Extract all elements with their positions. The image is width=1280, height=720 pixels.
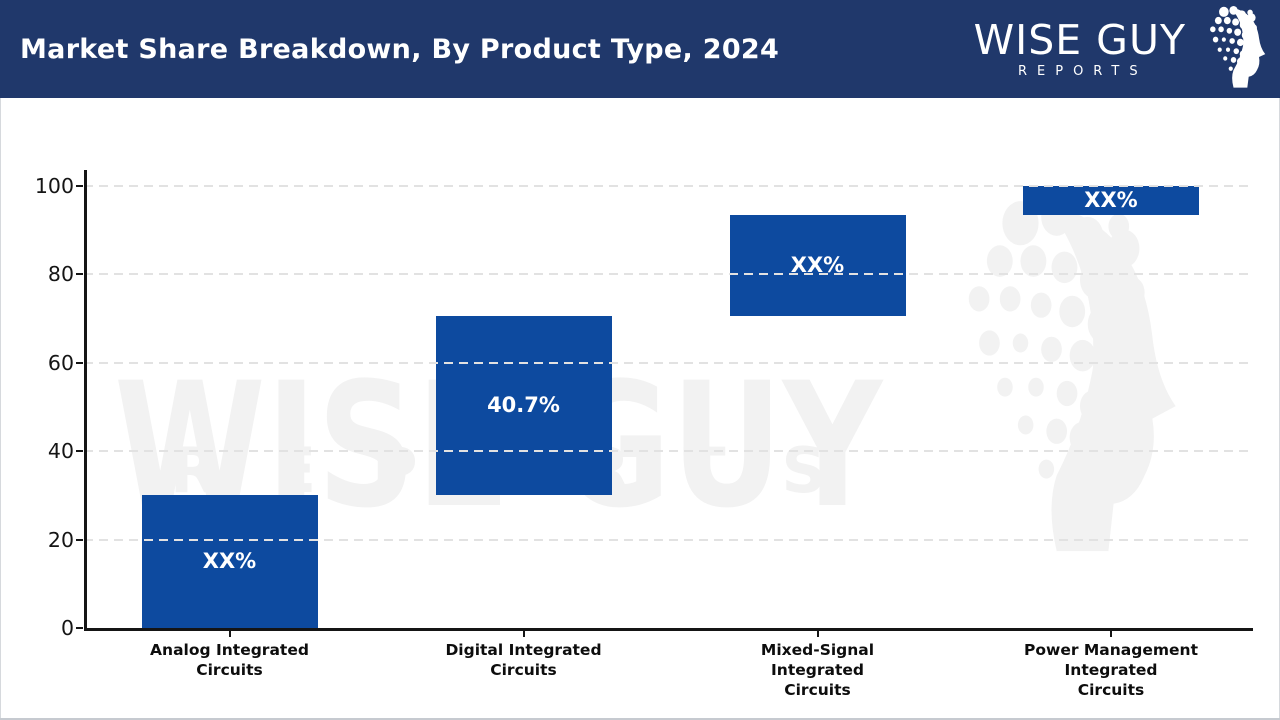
x-tick-mark-1 [228, 630, 231, 637]
x-tick-mark-4 [1110, 630, 1112, 637]
category-label-3: Mixed-Signal Integrated Circuits [760, 641, 875, 700]
gridline-100 [84, 185, 1253, 187]
gridline-60 [84, 361, 1253, 364]
category-label-1: Analog Integrated Circuits [150, 641, 309, 680]
y-tick-mark-20 [76, 538, 83, 541]
y-tick-mark-60 [76, 361, 83, 364]
category-label-4: Power Management Integrated Circuits [1024, 641, 1198, 700]
x-tick-mark-2 [522, 630, 525, 637]
category-label-2: Digital Integrated Circuits [445, 641, 602, 680]
page-title: Market Share Breakdown, By Product Type,… [20, 33, 780, 65]
y-tick-label-80: 80 [47, 262, 74, 287]
brand-logo-text: WISE GUY REPORTS [973, 16, 1186, 79]
x-tick-mark-3 [816, 630, 819, 637]
brand-name: WISE GUY [973, 16, 1186, 65]
header-bar: Market Share Breakdown, By Product Type,… [0, 0, 1280, 98]
brand-logo: WISE GUY REPORTS [974, 6, 1268, 92]
bar-segment-1: XX% [141, 495, 318, 628]
bar-value-label-1: XX% [202, 549, 257, 574]
gridline-20 [84, 538, 1253, 541]
y-axis-line [84, 170, 87, 630]
bar-value-label-2: 40.7% [487, 392, 560, 417]
y-tick-mark-100 [76, 185, 83, 187]
page-border-bottom [0, 718, 1280, 720]
bar-segment-2: 40.7% [435, 315, 612, 496]
y-tick-mark-40 [76, 450, 83, 453]
watermark-dotted-head-icon [968, 198, 1176, 552]
y-tick-mark-80 [76, 273, 83, 276]
page-border-left [0, 98, 1, 720]
gridline-40 [84, 450, 1253, 453]
gridline-80 [84, 273, 1253, 276]
y-tick-label-40: 40 [47, 439, 74, 464]
x-axis-line [84, 628, 1253, 631]
bar-value-label-4: XX% [1084, 188, 1138, 213]
y-tick-label-0: 0 [60, 616, 74, 640]
bar-value-label-3: XX% [790, 252, 845, 277]
bar-segment-4: XX% [1023, 186, 1199, 216]
y-tick-label-20: 20 [47, 527, 74, 552]
bar-segment-3: XX% [729, 215, 906, 316]
dotted-head-logo-icon [1210, 6, 1266, 88]
y-tick-mark-0 [76, 627, 83, 629]
y-tick-label-60: 60 [47, 350, 74, 375]
brand-subtitle: REPORTS [1017, 63, 1148, 79]
y-tick-label-100: 100 [34, 174, 74, 198]
